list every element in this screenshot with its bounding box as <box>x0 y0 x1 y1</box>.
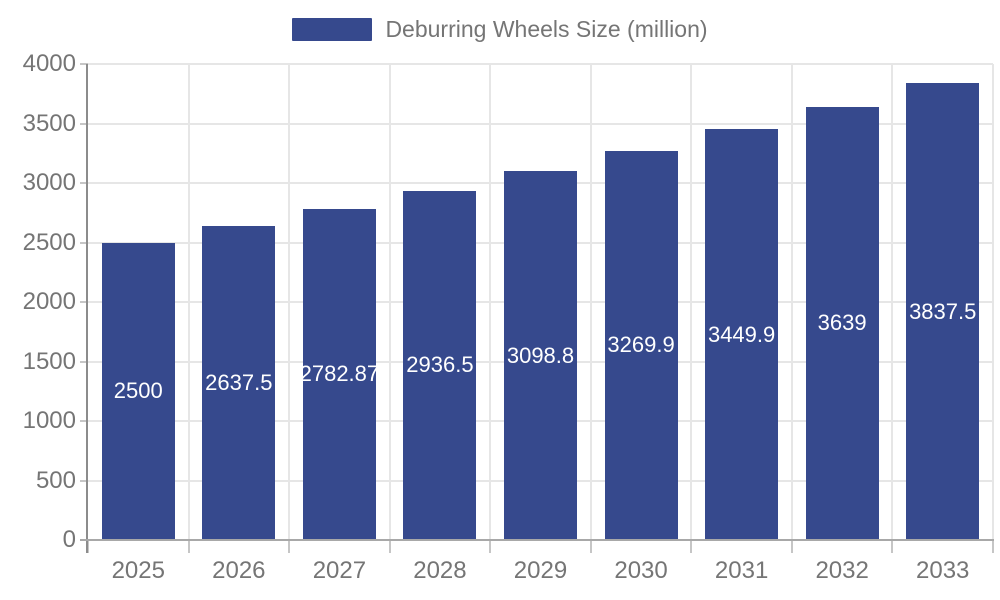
x-tick-mark <box>489 541 492 553</box>
bar[interactable]: 2782.87 <box>302 208 376 540</box>
h-gridline <box>88 122 993 125</box>
x-tick-label: 2027 <box>312 557 367 584</box>
x-tick-mark <box>87 541 89 553</box>
y-tick-mark <box>80 420 88 422</box>
y-tick-label: 2500 <box>22 228 76 256</box>
y-tick-mark <box>80 122 88 125</box>
y-tick-mark <box>80 241 88 244</box>
bar[interactable]: 3449.9 <box>705 129 779 540</box>
v-gridline <box>891 64 894 540</box>
v-gridline <box>690 64 693 540</box>
x-tick-mark <box>288 541 291 553</box>
y-tick-mark <box>80 360 88 363</box>
x-tick-mark <box>388 541 391 553</box>
x-tick-label: 2033 <box>916 557 970 584</box>
bar-value-label: 3837.5 <box>909 298 977 324</box>
bar-value-label: 3449.9 <box>707 321 776 347</box>
y-tick-label: 2000 <box>22 288 76 315</box>
y-tick-label: 1000 <box>22 407 76 434</box>
x-tick-mark <box>790 541 793 553</box>
x-tick-label: 2028 <box>413 557 467 584</box>
x-tick-mark <box>187 541 190 553</box>
x-tick-label: 2030 <box>614 557 668 584</box>
bar[interactable]: 2936.5 <box>403 190 477 540</box>
y-tick-mark <box>80 479 88 482</box>
legend[interactable]: Deburring Wheels Size (million) <box>0 16 1000 43</box>
bar[interactable]: 3269.9 <box>604 150 678 540</box>
bar-value-label: 2637.5 <box>205 370 273 396</box>
x-axis-line <box>80 539 994 541</box>
bar-value-label: 2782.87 <box>302 361 376 387</box>
y-tick-label: 500 <box>35 466 76 494</box>
bar-value-label: 2936.5 <box>406 352 474 378</box>
legend-label: Deburring Wheels Size (million) <box>385 16 708 42</box>
bar[interactable]: 3837.5 <box>906 83 980 540</box>
y-tick-mark <box>80 182 88 184</box>
plot-area: 2500 2637.5 2782.87 2936.5 3098.8 3269.9 3449.… <box>88 63 994 540</box>
bar-value-label: 2500 <box>113 378 163 404</box>
v-gridline <box>489 64 492 540</box>
y-tick-label: 3500 <box>22 109 76 137</box>
y-tick-label: 4000 <box>22 50 76 77</box>
bar[interactable]: 2637.5 <box>202 226 276 540</box>
legend-swatch <box>292 18 373 41</box>
x-tick-mark <box>891 541 894 553</box>
x-tick-mark <box>589 541 592 553</box>
x-tick-label: 2026 <box>212 557 266 584</box>
v-gridline <box>187 64 190 540</box>
x-tick-label: 2029 <box>513 557 568 584</box>
y-tick-label: 0 <box>62 526 76 553</box>
y-tick-mark <box>80 63 88 65</box>
y-tick-label: 3000 <box>22 169 76 196</box>
bar-value-label: 3269.9 <box>607 332 675 358</box>
h-gridline <box>88 63 993 65</box>
y-tick-label: 1500 <box>22 347 76 375</box>
y-axis-line <box>86 64 88 553</box>
v-gridline <box>790 64 793 540</box>
bar-value-label: 3098.8 <box>506 342 575 368</box>
v-gridline <box>388 64 391 540</box>
bar[interactable]: 2500 <box>101 242 175 540</box>
bar[interactable]: 3639 <box>805 106 879 540</box>
x-tick-label: 2032 <box>815 557 869 584</box>
v-gridline <box>589 64 592 540</box>
bar-value-label: 3639 <box>817 310 867 336</box>
x-tick-label: 2031 <box>714 557 769 584</box>
x-tick-mark <box>690 541 693 553</box>
x-tick-mark <box>992 541 994 553</box>
x-tick-label: 2025 <box>111 557 165 584</box>
bar[interactable]: 3098.8 <box>504 171 577 540</box>
v-gridline <box>288 64 291 540</box>
y-tick-mark <box>80 301 88 303</box>
v-gridline <box>992 64 994 540</box>
